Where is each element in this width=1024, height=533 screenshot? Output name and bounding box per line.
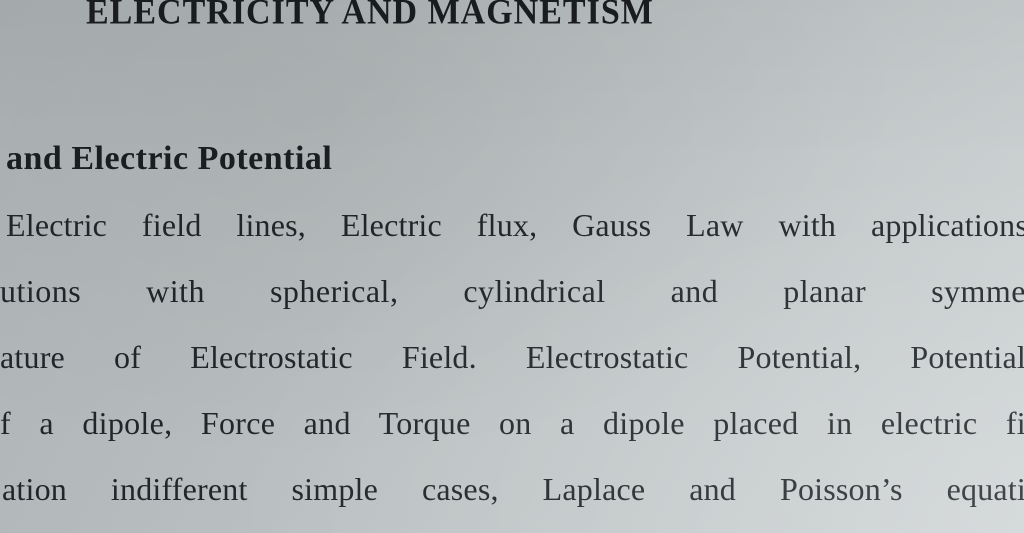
- section-heading: and Electric Potential: [6, 140, 332, 178]
- body-line: Electric field lines, Electric flux, Gau…: [0, 192, 1024, 258]
- body-line: ation indifferent simple cases, Laplace …: [0, 456, 1024, 522]
- document-page: ELECTRICITY AND MAGNETISM and Electric P…: [0, 0, 1024, 533]
- body-paragraph: Electric field lines, Electric flux, Gau…: [0, 192, 1024, 522]
- chapter-title: ELECTRICITY AND MAGNETISM: [86, 0, 654, 33]
- body-line: f a dipole, Force and Torque on a dipole…: [0, 390, 1024, 456]
- body-line: utions with spherical, cylindrical and p…: [0, 258, 1024, 324]
- body-line: ature of Electrostatic Field. Electrosta…: [0, 324, 1024, 390]
